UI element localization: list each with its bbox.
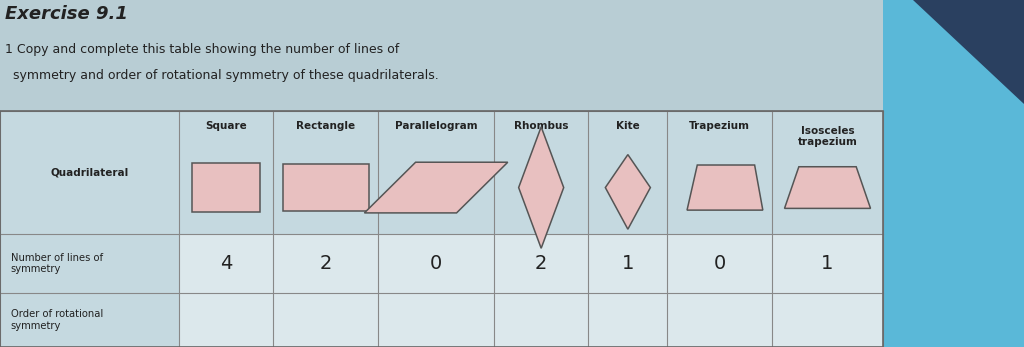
- Bar: [772, 293, 883, 347]
- Bar: [589, 111, 668, 235]
- Text: Isosceles
trapezium: Isosceles trapezium: [798, 126, 857, 147]
- Bar: [378, 235, 494, 293]
- Polygon shape: [784, 167, 870, 209]
- Text: 2: 2: [319, 254, 332, 273]
- Bar: [668, 235, 772, 293]
- Bar: [494, 293, 589, 347]
- Bar: [772, 111, 883, 235]
- Text: 0: 0: [430, 254, 442, 273]
- Bar: [589, 235, 668, 293]
- Text: 4: 4: [220, 254, 232, 273]
- Polygon shape: [913, 0, 1024, 104]
- Bar: [589, 293, 668, 347]
- Bar: [0, 235, 178, 293]
- Text: 0: 0: [714, 254, 726, 273]
- Text: Rhombus: Rhombus: [514, 121, 568, 131]
- Bar: [668, 293, 772, 347]
- Bar: [178, 235, 273, 293]
- Polygon shape: [518, 127, 563, 248]
- Bar: [0, 111, 883, 347]
- Bar: [378, 293, 494, 347]
- Bar: [494, 235, 589, 293]
- Bar: [273, 111, 378, 235]
- Text: Square: Square: [205, 121, 247, 131]
- Bar: [883, 0, 1024, 347]
- Bar: [0, 293, 178, 347]
- Text: Exercise 9.1: Exercise 9.1: [5, 5, 128, 23]
- Text: Parallelogram: Parallelogram: [395, 121, 477, 131]
- Bar: [178, 293, 273, 347]
- Text: symmetry and order of rotational symmetry of these quadrilaterals.: symmetry and order of rotational symmetr…: [5, 69, 439, 82]
- Text: Trapezium: Trapezium: [689, 121, 751, 131]
- Polygon shape: [283, 164, 369, 211]
- Bar: [494, 111, 589, 235]
- Text: Number of lines of
symmetry: Number of lines of symmetry: [10, 253, 102, 274]
- Text: Quadrilateral: Quadrilateral: [50, 168, 128, 178]
- Bar: [273, 235, 378, 293]
- Polygon shape: [193, 163, 260, 212]
- Bar: [273, 293, 378, 347]
- Polygon shape: [605, 155, 650, 229]
- Text: 1: 1: [821, 254, 834, 273]
- Text: 1 Copy and complete this table showing the number of lines of: 1 Copy and complete this table showing t…: [5, 43, 399, 56]
- Bar: [668, 111, 772, 235]
- Text: 2: 2: [535, 254, 548, 273]
- Bar: [0, 111, 178, 235]
- Text: 1: 1: [622, 254, 634, 273]
- Polygon shape: [365, 162, 508, 213]
- Text: Rectangle: Rectangle: [296, 121, 355, 131]
- Bar: [178, 111, 273, 235]
- Text: Kite: Kite: [616, 121, 640, 131]
- Text: Order of rotational
symmetry: Order of rotational symmetry: [10, 309, 103, 331]
- Polygon shape: [687, 165, 763, 210]
- Bar: [772, 235, 883, 293]
- Bar: [378, 111, 494, 235]
